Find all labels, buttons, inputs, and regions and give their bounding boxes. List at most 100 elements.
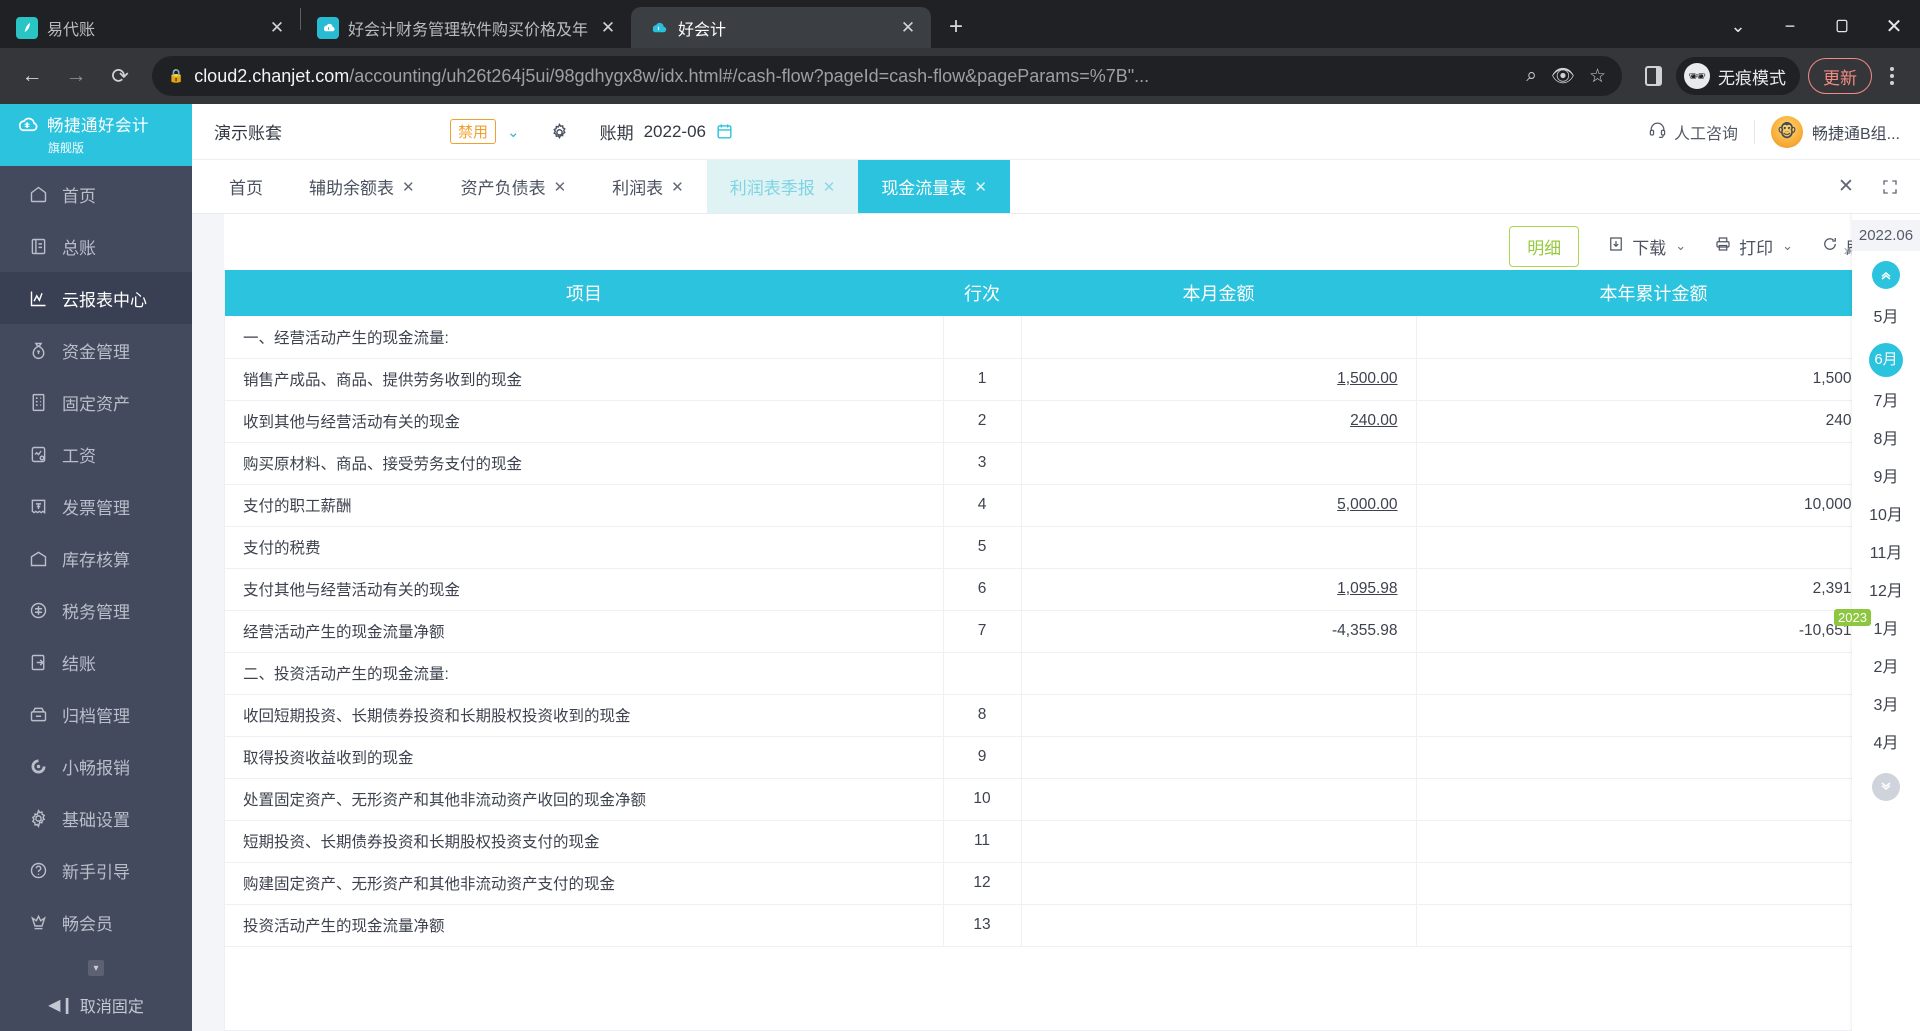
month-item-3[interactable]: 3月	[1873, 697, 1899, 714]
month-item-6[interactable]: 6月	[1869, 343, 1903, 377]
incognito-indicator[interactable]: 🕶 无痕模式	[1676, 57, 1800, 95]
sidebar-item-tax[interactable]: 税务管理	[0, 584, 192, 636]
close-icon[interactable]: ✕	[900, 17, 916, 37]
browser-tab-2[interactable]: 好会计财务管理软件购买价格及年 ✕	[301, 7, 631, 48]
sidebar-item-member[interactable]: 畅会员	[0, 896, 192, 948]
table-row[interactable]: 销售产成品、商品、提供劳务收到的现金 1 1,500.00 1,500.00	[225, 358, 1891, 401]
side-panel-icon[interactable]	[1634, 57, 1672, 95]
sidebar-item-home[interactable]: 首页	[0, 168, 192, 220]
month-item-7[interactable]: 7月	[1873, 393, 1899, 410]
month-item-8[interactable]: 8月	[1873, 431, 1899, 448]
app-top-bar: 演示账套 禁用 ⌄ 账期 2022-06 人工咨询 🐵 畅捷通B组...	[192, 104, 1920, 160]
address-bar[interactable]: 🔒 cloud2.chanjet.com/accounting/uh26t264…	[152, 56, 1622, 96]
sidebar-item-archive[interactable]: 归档管理	[0, 688, 192, 740]
sidebar-item-report-center[interactable]: 云报表中心	[0, 272, 192, 324]
back-button[interactable]: ←	[21, 64, 43, 87]
table-row[interactable]: 支付的税费 5	[225, 526, 1891, 569]
user-menu[interactable]: 🐵 畅捷通B组...	[1770, 115, 1900, 148]
sidebar-item-closing[interactable]: 结账	[0, 636, 192, 688]
close-icon[interactable]: ✕	[269, 17, 285, 37]
sidebar-item-inventory[interactable]: 库存核算	[0, 532, 192, 584]
browser-tab-1[interactable]: 易代账 ✕	[0, 7, 300, 48]
sidebar-unpin-button[interactable]: ◀❙ 取消固定	[0, 979, 192, 1031]
table-row[interactable]: 支付其他与经营活动有关的现金 6 1,095.98 2,391.96	[225, 568, 1891, 611]
chevron-down-icon[interactable]: ▾	[88, 960, 104, 976]
table-row[interactable]: 收到其他与经营活动有关的现金 2 240.00 240.00	[225, 400, 1891, 443]
tab-balance-sheet[interactable]: 资产负债表 ✕	[438, 160, 590, 213]
sidebar-item-basic-settings[interactable]: 基础设置	[0, 792, 192, 844]
tab-income-statement[interactable]: 利润表 ✕	[589, 160, 707, 213]
table-row[interactable]: 经营活动产生的现金流量净额 7 -4,355.98 -10,651.96	[225, 610, 1891, 653]
close-icon[interactable]: ✕	[1885, 15, 1903, 38]
month-item-9[interactable]: 9月	[1873, 469, 1899, 486]
close-icon[interactable]: ✕	[553, 178, 567, 196]
gear-icon[interactable]	[549, 121, 570, 142]
tab-income-statement-quarterly[interactable]: 利润表季报 ✕	[706, 160, 859, 213]
restore-icon[interactable]	[1816, 4, 1868, 48]
amount-link[interactable]: 1,095.98	[1337, 580, 1398, 597]
update-button[interactable]: 更新	[1808, 58, 1872, 94]
sidebar-item-guide[interactable]: 新手引导	[0, 844, 192, 896]
chevron-down-icon[interactable]: ⌄	[507, 123, 520, 141]
tab-cash-flow[interactable]: 现金流量表 ✕	[858, 160, 1010, 213]
close-icon[interactable]: ✕	[974, 178, 987, 196]
close-icon[interactable]: ✕	[822, 178, 836, 196]
fullscreen-icon[interactable]	[1868, 160, 1912, 213]
month-item-11[interactable]: 11月	[1869, 545, 1903, 562]
detail-button[interactable]: 明细	[1509, 225, 1580, 267]
scroll-down-icon[interactable]	[1872, 773, 1900, 801]
reload-button[interactable]: ⟳	[111, 64, 129, 88]
month-item-2[interactable]: 2月	[1873, 659, 1899, 676]
table-row[interactable]: 支付的职工薪酬 4 5,000.00 10,000.00	[225, 484, 1891, 527]
calendar-icon[interactable]	[715, 122, 734, 141]
minimize-icon[interactable]: −	[1784, 15, 1796, 36]
sidebar-scroll-down[interactable]: ▾	[0, 957, 192, 979]
month-item-4[interactable]: 4月	[1873, 735, 1899, 752]
print-button[interactable]: 打印 ⌄	[1714, 234, 1793, 259]
amount-link[interactable]: 240.00	[1350, 412, 1398, 429]
rail-collapse-icon[interactable]: »	[1843, 242, 1852, 259]
period-value[interactable]: 2022-06	[643, 121, 706, 141]
close-icon[interactable]: ✕	[671, 178, 684, 196]
month-item-12[interactable]: 12月	[1869, 583, 1903, 600]
cell-line	[943, 652, 1022, 695]
browser-tab-3[interactable]: 好会计 ✕	[631, 7, 931, 48]
close-all-tabs-icon[interactable]: ✕	[1838, 176, 1854, 197]
table-row[interactable]: 处置固定资产、无形资产和其他非流动资产收回的现金净额 10	[225, 778, 1891, 821]
table-row[interactable]: 购建固定资产、无形资产和其他非流动资产支付的现金 12	[225, 862, 1891, 905]
sidebar-item-payroll[interactable]: 工资	[0, 428, 192, 480]
close-icon[interactable]: ✕	[402, 178, 415, 196]
search-icon[interactable]: ⌕	[1526, 65, 1537, 86]
table-row[interactable]: 二、投资活动产生的现金流量:	[225, 652, 1891, 695]
download-button[interactable]: 下载 ⌄	[1607, 234, 1686, 259]
scroll-up-icon[interactable]	[1872, 261, 1900, 289]
sidebar-item-fund[interactable]: 资金管理	[0, 324, 192, 376]
close-icon[interactable]: ✕	[600, 17, 616, 37]
col-month-amount: 本月金额	[1021, 270, 1416, 316]
tab-auxiliary-balance[interactable]: 辅助余额表 ✕	[286, 160, 438, 213]
eye-off-icon[interactable]: 👁	[1550, 66, 1575, 87]
month-item-5[interactable]: 5月	[1873, 309, 1899, 326]
table-row[interactable]: 一、经营活动产生的现金流量:	[225, 316, 1891, 359]
month-item-10[interactable]: 10月	[1869, 507, 1903, 524]
sidebar-item-fixed-asset[interactable]: 固定资产	[0, 376, 192, 428]
month-item-1[interactable]: 2023 1月	[1834, 609, 1908, 643]
table-row[interactable]: 短期投资、长期债券投资和长期股权投资支付的现金 11	[225, 820, 1891, 863]
star-icon[interactable]: ☆	[1588, 65, 1606, 87]
tab-home[interactable]: 首页	[206, 160, 286, 213]
cell-line	[943, 316, 1022, 359]
amount-link[interactable]: 1,500.00	[1337, 370, 1398, 387]
table-row[interactable]: 取得投资收益收到的现金 9	[225, 736, 1891, 779]
forward-button[interactable]: →	[65, 64, 87, 87]
sidebar-item-ledger[interactable]: 总账	[0, 220, 192, 272]
table-row[interactable]: 收回短期投资、长期债券投资和长期股权投资收到的现金 8	[225, 694, 1891, 737]
new-tab-button[interactable]: +	[948, 13, 963, 40]
chevron-down-icon[interactable]: ⌄	[1730, 15, 1746, 36]
table-row[interactable]: 购买原材料、商品、接受劳务支付的现金 3	[225, 442, 1891, 485]
browser-menu-icon[interactable]	[1876, 67, 1908, 85]
sidebar-item-invoice[interactable]: 发票管理	[0, 480, 192, 532]
support-button[interactable]: 人工咨询	[1648, 120, 1738, 144]
sidebar-item-expense[interactable]: 小畅报销	[0, 740, 192, 792]
table-row[interactable]: 投资活动产生的现金流量净额 13	[225, 904, 1891, 947]
amount-link[interactable]: 5,000.00	[1337, 496, 1398, 513]
